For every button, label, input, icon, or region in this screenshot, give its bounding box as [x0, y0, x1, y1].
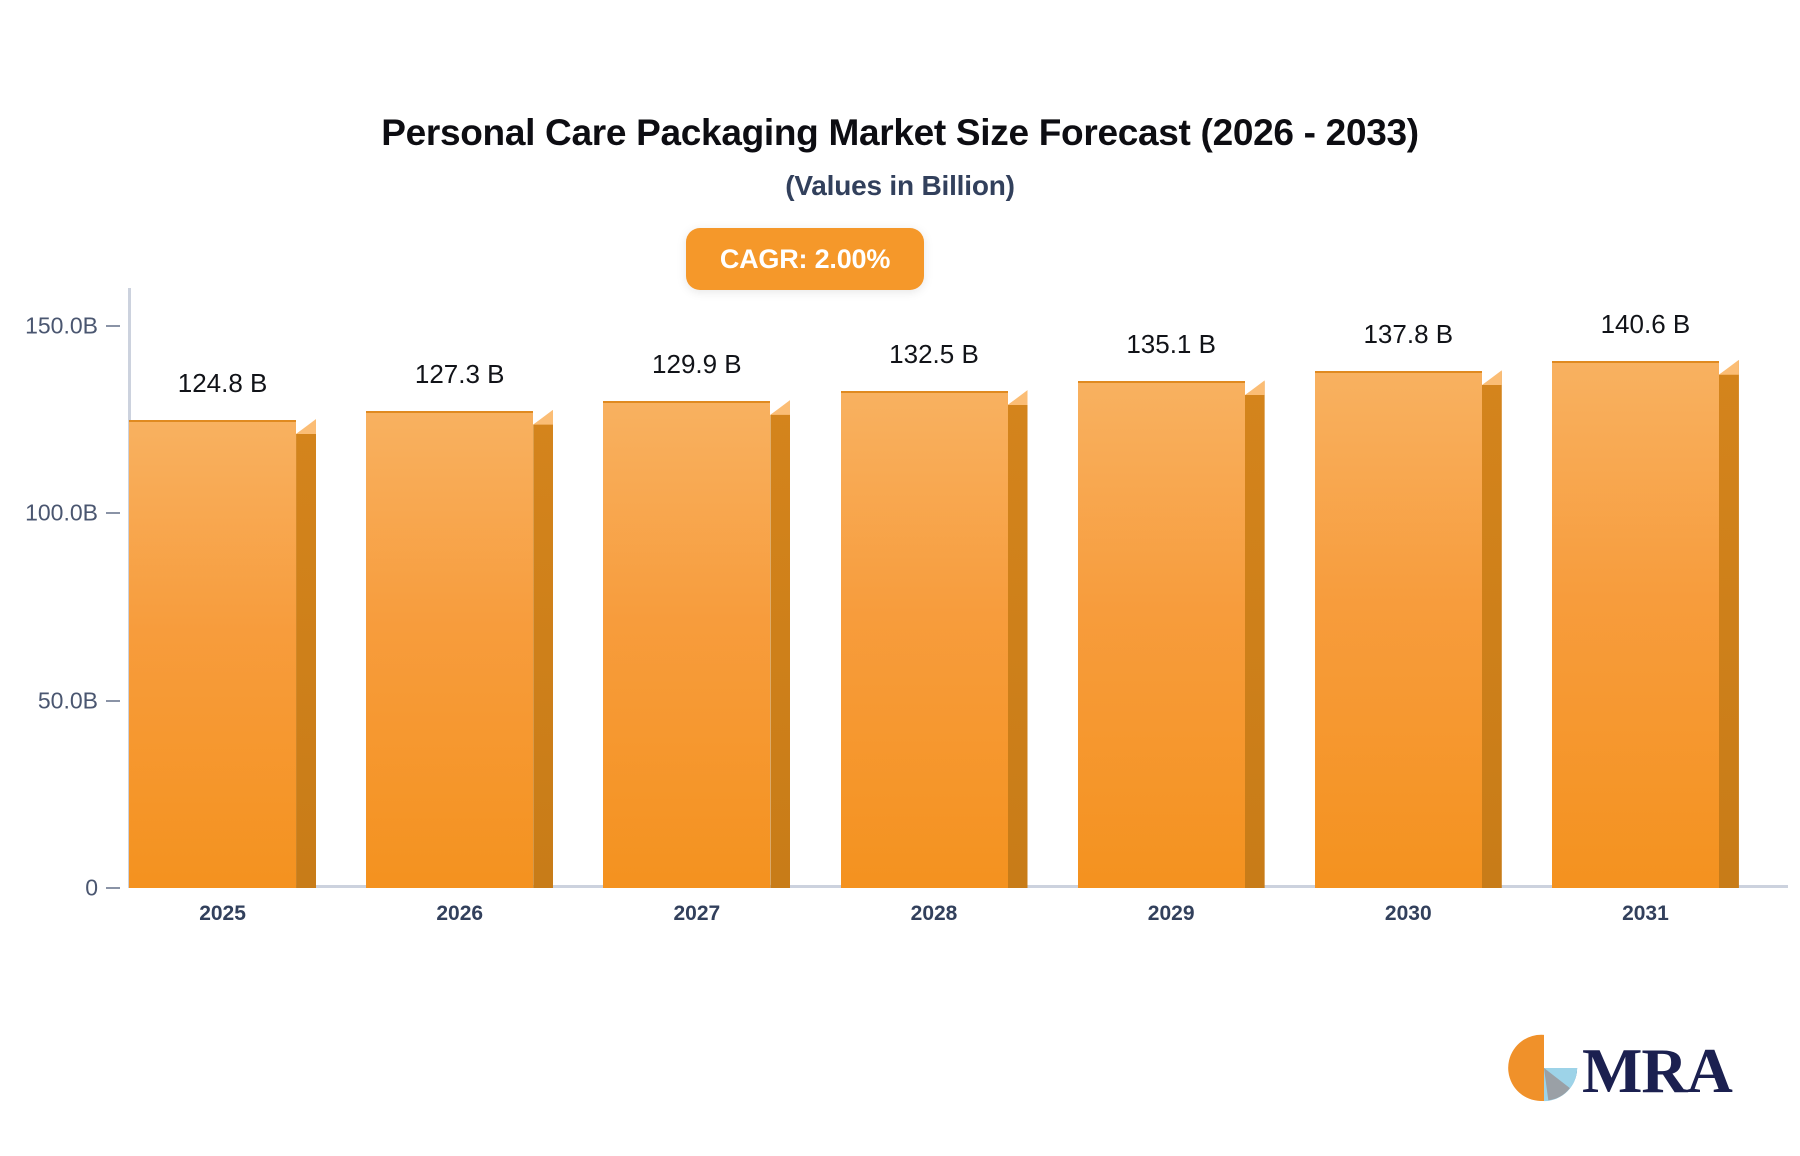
bar-value-label: 124.8 B: [177, 368, 268, 398]
pie-chart-logo-mark-icon: [1508, 1032, 1580, 1109]
brand-logo-text: MRA: [1582, 1034, 1733, 1106]
y-axis-tick-label: 0: [85, 874, 98, 901]
bar-value-label: 135.1 B: [1126, 329, 1216, 360]
bar-front-face: [366, 410, 534, 888]
bar-value-label: 132.5 B: [889, 339, 979, 370]
bar: [1551, 359, 1739, 888]
bar-top-face: [533, 409, 554, 425]
bar-top-face: [1481, 370, 1502, 386]
bar: [1077, 380, 1265, 888]
x-axis-label: 2025: [199, 902, 246, 925]
y-axis-tick-mark: [106, 699, 120, 702]
bar-side-face: [1718, 360, 1739, 888]
bar: [603, 399, 791, 888]
y-axis-tick-label: 100.0B: [25, 499, 98, 526]
cagr-badge: CAGR: 2.00%: [686, 228, 924, 290]
x-axis-label: 2030: [1384, 902, 1432, 925]
bar-top-face: [770, 399, 791, 415]
y-axis-tick-mark: [106, 512, 120, 514]
bar-value-label: 137.8 B: [1363, 319, 1454, 350]
y-axis-tick-mark: [106, 324, 120, 327]
bar: [840, 390, 1028, 888]
bar-front-face: [129, 420, 297, 888]
bar: [1314, 370, 1502, 888]
bar: [129, 419, 317, 888]
brand-logo: MRA: [1508, 1032, 1733, 1109]
bar-side-face: [1007, 391, 1028, 888]
x-axis-label: 2026: [436, 902, 484, 925]
cagr-badge-label: CAGR: 2.00%: [719, 243, 891, 274]
bar-side-face: [533, 410, 554, 888]
bar-front-face: [1314, 371, 1482, 888]
bar-side-face: [1481, 371, 1502, 888]
bar-side-face: [296, 420, 317, 888]
bar-side-face: [770, 400, 791, 888]
plot-area: 0 50.0B 100.0B 150.0B 2025 2026 2027 2028 2029 2…: [25, 288, 1788, 925]
x-axis-label: 2031: [1622, 902, 1669, 925]
y-axis-tick-label: 50.0B: [37, 687, 98, 713]
bar-value-label: 140.6 B: [1600, 308, 1691, 339]
bar-top-face: [1244, 380, 1265, 396]
bar-top-face: [1007, 390, 1028, 406]
bar-value-label: 129.9 B: [652, 348, 742, 379]
bar-top-face: [296, 419, 317, 434]
bar: [366, 409, 554, 888]
y-axis-tick-label: 150.0B: [25, 312, 98, 338]
bar-front-face: [840, 391, 1008, 888]
bar-front-face: [1551, 360, 1719, 888]
x-axis-label: 2027: [673, 902, 721, 925]
bar-front-face: [1077, 381, 1245, 888]
chart-subtitle: (Values in Billion): [785, 170, 1015, 201]
x-axis-label: 2029: [1147, 902, 1195, 925]
bar-top-face: [1718, 359, 1739, 375]
x-axis-label: 2028: [910, 902, 958, 925]
chart-title: Personal Care Packaging Market Size Fore…: [381, 112, 1419, 153]
y-axis-tick-mark: [106, 887, 120, 889]
bar-side-face: [1244, 381, 1265, 888]
bar-value-label: 127.3 B: [414, 358, 505, 389]
bar-front-face: [603, 400, 771, 888]
